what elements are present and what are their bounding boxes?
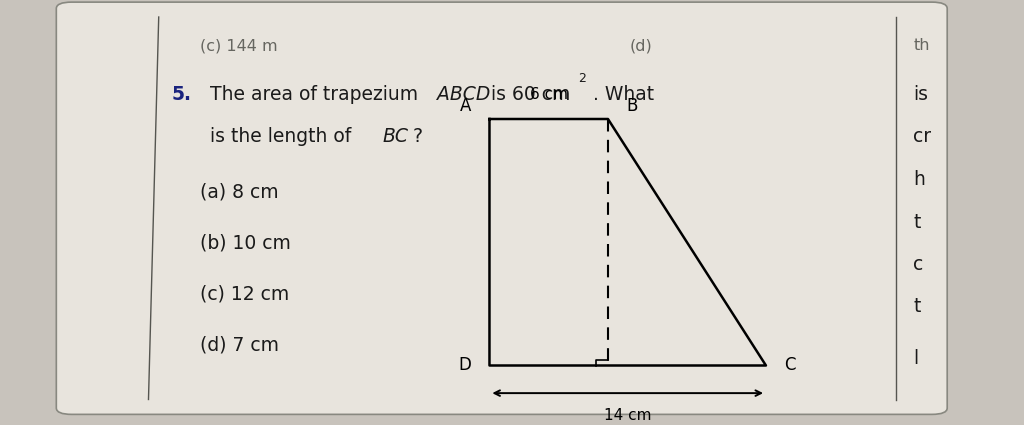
Text: th: th <box>913 38 930 53</box>
Text: . What: . What <box>593 85 654 104</box>
Text: cr: cr <box>913 128 932 147</box>
Text: The area of trapezium: The area of trapezium <box>210 85 424 104</box>
Text: 2: 2 <box>579 72 587 85</box>
Text: (c) 12 cm: (c) 12 cm <box>200 285 289 304</box>
FancyBboxPatch shape <box>56 2 947 414</box>
Text: BC: BC <box>383 128 409 147</box>
Text: (d) 7 cm: (d) 7 cm <box>200 336 279 355</box>
Text: is: is <box>913 85 929 104</box>
Text: t: t <box>913 212 921 232</box>
Text: D: D <box>458 357 471 374</box>
Text: B: B <box>627 97 638 115</box>
Text: 6 cm: 6 cm <box>529 87 567 102</box>
Text: ?: ? <box>407 128 423 147</box>
Text: t: t <box>913 298 921 317</box>
Text: h: h <box>913 170 926 189</box>
Text: (d): (d) <box>630 38 652 53</box>
Text: A: A <box>460 97 471 115</box>
Text: 5.: 5. <box>172 85 193 104</box>
Text: C: C <box>784 357 796 374</box>
Text: (c) 144 m: (c) 144 m <box>200 38 278 53</box>
Text: c: c <box>913 255 924 274</box>
Text: 14 cm: 14 cm <box>604 408 651 423</box>
Text: (a) 8 cm: (a) 8 cm <box>200 183 279 202</box>
Text: l: l <box>913 348 919 368</box>
Text: ABCD: ABCD <box>437 85 490 104</box>
Text: (b) 10 cm: (b) 10 cm <box>200 234 291 253</box>
Text: is the length of: is the length of <box>210 128 357 147</box>
Text: is 60 cm: is 60 cm <box>485 85 570 104</box>
